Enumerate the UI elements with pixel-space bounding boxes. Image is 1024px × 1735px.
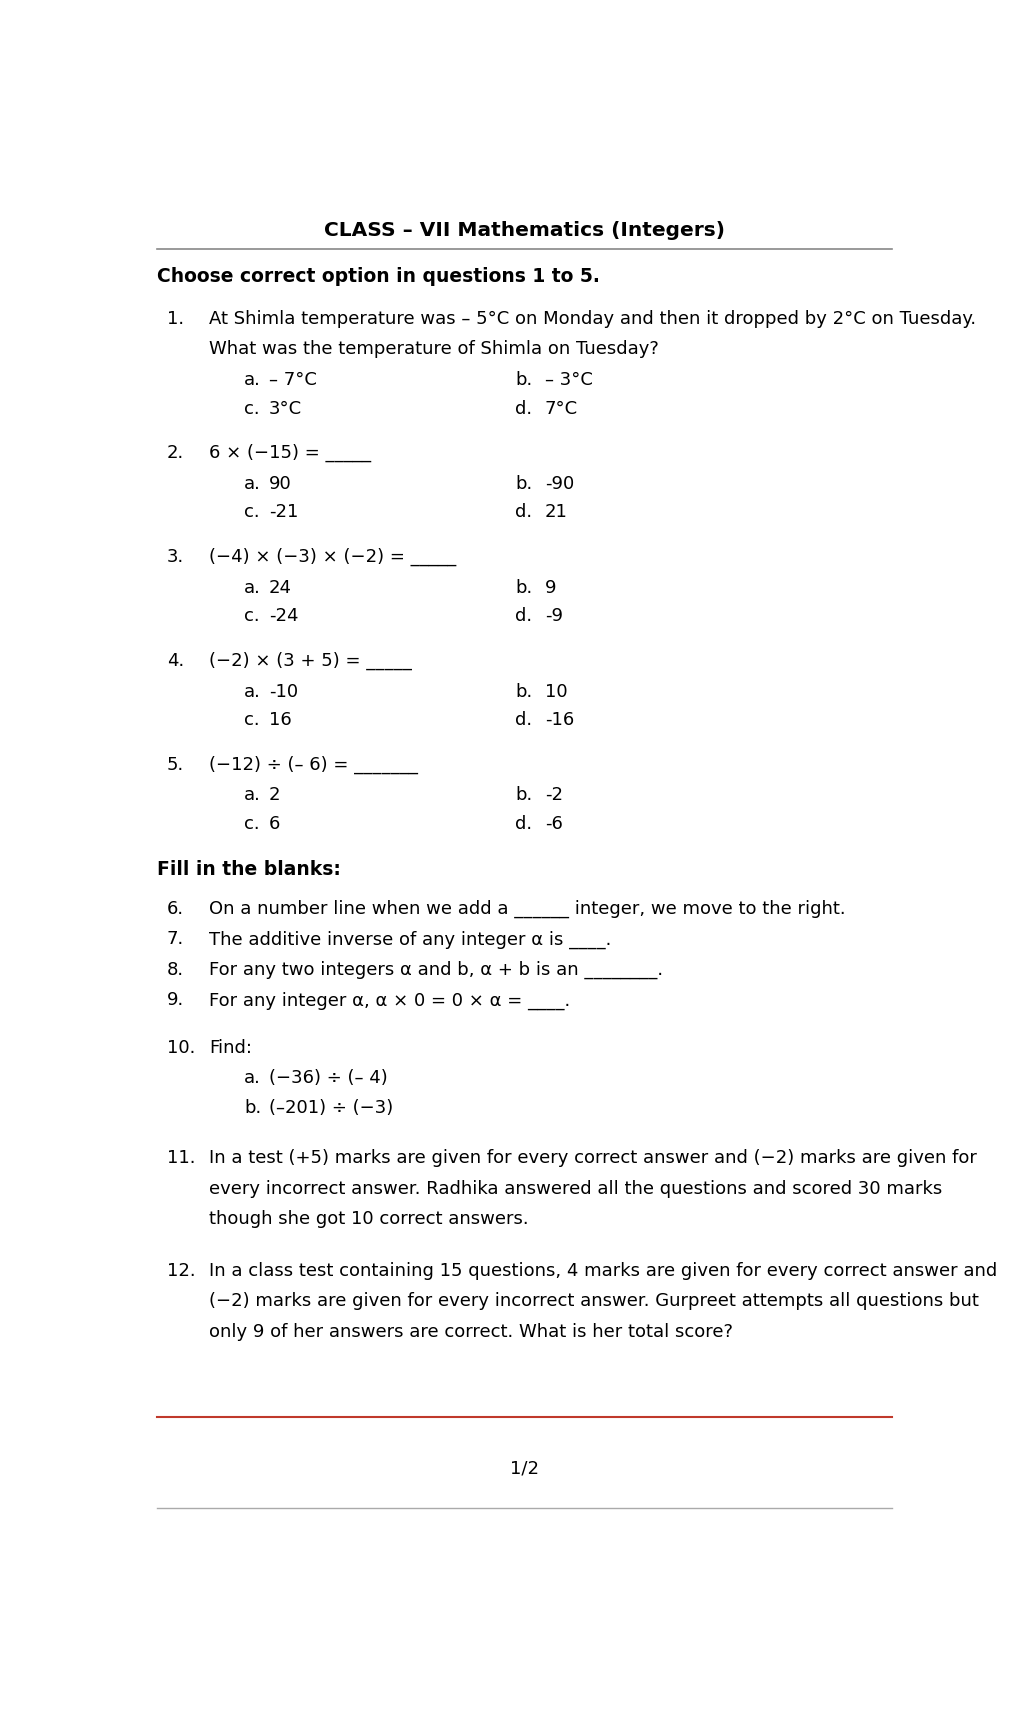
Text: 2.: 2. — [167, 444, 184, 462]
Text: 1/2: 1/2 — [510, 1459, 540, 1478]
Text: -9: -9 — [545, 607, 563, 625]
Text: -90: -90 — [545, 475, 574, 493]
Text: At Shimla temperature was – 5°C on Monday and then it dropped by 2°C on Tuesday.: At Shimla temperature was – 5°C on Monda… — [209, 311, 977, 328]
Text: though she got 10 correct answers.: though she got 10 correct answers. — [209, 1209, 529, 1228]
Text: In a class test containing 15 questions, 4 marks are given for every correct ans: In a class test containing 15 questions,… — [209, 1261, 997, 1280]
Text: Find:: Find: — [209, 1039, 252, 1057]
Text: 2: 2 — [269, 786, 281, 805]
Text: -24: -24 — [269, 607, 299, 625]
Text: d.: d. — [515, 503, 532, 522]
Text: a.: a. — [245, 786, 261, 805]
Text: 6 × (−15) = _____: 6 × (−15) = _____ — [209, 444, 372, 463]
Text: d.: d. — [515, 399, 532, 418]
Text: -6: -6 — [545, 815, 563, 833]
Text: 12.: 12. — [167, 1261, 196, 1280]
Text: 3.: 3. — [167, 548, 184, 566]
Text: 10.: 10. — [167, 1039, 196, 1057]
Text: 24: 24 — [269, 578, 292, 597]
Text: On a number line when we add a ______ integer, we move to the right.: On a number line when we add a ______ in… — [209, 900, 846, 918]
Text: -10: -10 — [269, 682, 298, 701]
Text: 1.: 1. — [167, 311, 184, 328]
Text: Fill in the blanks:: Fill in the blanks: — [158, 861, 341, 880]
Text: -2: -2 — [545, 786, 563, 805]
Text: d.: d. — [515, 607, 532, 625]
Text: c.: c. — [245, 399, 260, 418]
Text: For any two integers α and b, α + b is an ________.: For any two integers α and b, α + b is a… — [209, 961, 664, 979]
Text: a.: a. — [245, 475, 261, 493]
Text: b.: b. — [245, 1100, 261, 1117]
Text: 21: 21 — [545, 503, 568, 522]
Text: c.: c. — [245, 503, 260, 522]
Text: b.: b. — [515, 371, 532, 389]
Text: a.: a. — [245, 578, 261, 597]
Text: For any integer α, α × 0 = 0 × α = ____.: For any integer α, α × 0 = 0 × α = ____. — [209, 991, 570, 1010]
Text: d.: d. — [515, 711, 532, 729]
Text: b.: b. — [515, 682, 532, 701]
Text: b.: b. — [515, 475, 532, 493]
Text: 3°C: 3°C — [269, 399, 302, 418]
Text: CLASS – VII Mathematics (Integers): CLASS – VII Mathematics (Integers) — [325, 222, 725, 239]
Text: -16: -16 — [545, 711, 574, 729]
Text: -21: -21 — [269, 503, 298, 522]
Text: every incorrect answer. Radhika answered all the questions and scored 30 marks: every incorrect answer. Radhika answered… — [209, 1180, 943, 1197]
Text: 7°C: 7°C — [545, 399, 579, 418]
Text: 10: 10 — [545, 682, 567, 701]
Text: 7.: 7. — [167, 930, 184, 949]
Text: c.: c. — [245, 607, 260, 625]
Text: (−2) marks are given for every incorrect answer. Gurpreet attempts all questions: (−2) marks are given for every incorrect… — [209, 1293, 979, 1310]
Text: a.: a. — [245, 371, 261, 389]
Text: 9: 9 — [545, 578, 556, 597]
Text: 5.: 5. — [167, 756, 184, 774]
Text: b.: b. — [515, 578, 532, 597]
Text: (−12) ÷ (– 6) = _______: (−12) ÷ (– 6) = _______ — [209, 756, 419, 774]
Text: only 9 of her answers are correct. What is her total score?: only 9 of her answers are correct. What … — [209, 1322, 733, 1341]
Text: – 7°C: – 7°C — [269, 371, 316, 389]
Text: 11.: 11. — [167, 1149, 196, 1168]
Text: (−2) × (3 + 5) = _____: (−2) × (3 + 5) = _____ — [209, 652, 413, 670]
Text: 9.: 9. — [167, 991, 184, 1010]
Text: a.: a. — [245, 1069, 261, 1088]
Text: (−4) × (−3) × (−2) = _____: (−4) × (−3) × (−2) = _____ — [209, 548, 457, 566]
Text: 6: 6 — [269, 815, 281, 833]
Text: 4.: 4. — [167, 652, 184, 670]
Text: 90: 90 — [269, 475, 292, 493]
Text: Choose correct option in questions 1 to 5.: Choose correct option in questions 1 to … — [158, 267, 600, 286]
Text: (–201) ÷ (−3): (–201) ÷ (−3) — [269, 1100, 393, 1117]
Text: (−36) ÷ (– 4): (−36) ÷ (– 4) — [269, 1069, 388, 1088]
Text: b.: b. — [515, 786, 532, 805]
Text: c.: c. — [245, 711, 260, 729]
Text: a.: a. — [245, 682, 261, 701]
Text: c.: c. — [245, 815, 260, 833]
Text: 6.: 6. — [167, 900, 184, 918]
Text: – 3°C: – 3°C — [545, 371, 593, 389]
Text: The additive inverse of any integer α is ____.: The additive inverse of any integer α is… — [209, 930, 611, 949]
Text: d.: d. — [515, 815, 532, 833]
Text: 16: 16 — [269, 711, 292, 729]
Text: In a test (+5) marks are given for every correct answer and (−2) marks are given: In a test (+5) marks are given for every… — [209, 1149, 977, 1168]
Text: What was the temperature of Shimla on Tuesday?: What was the temperature of Shimla on Tu… — [209, 340, 659, 357]
Text: 8.: 8. — [167, 961, 184, 979]
